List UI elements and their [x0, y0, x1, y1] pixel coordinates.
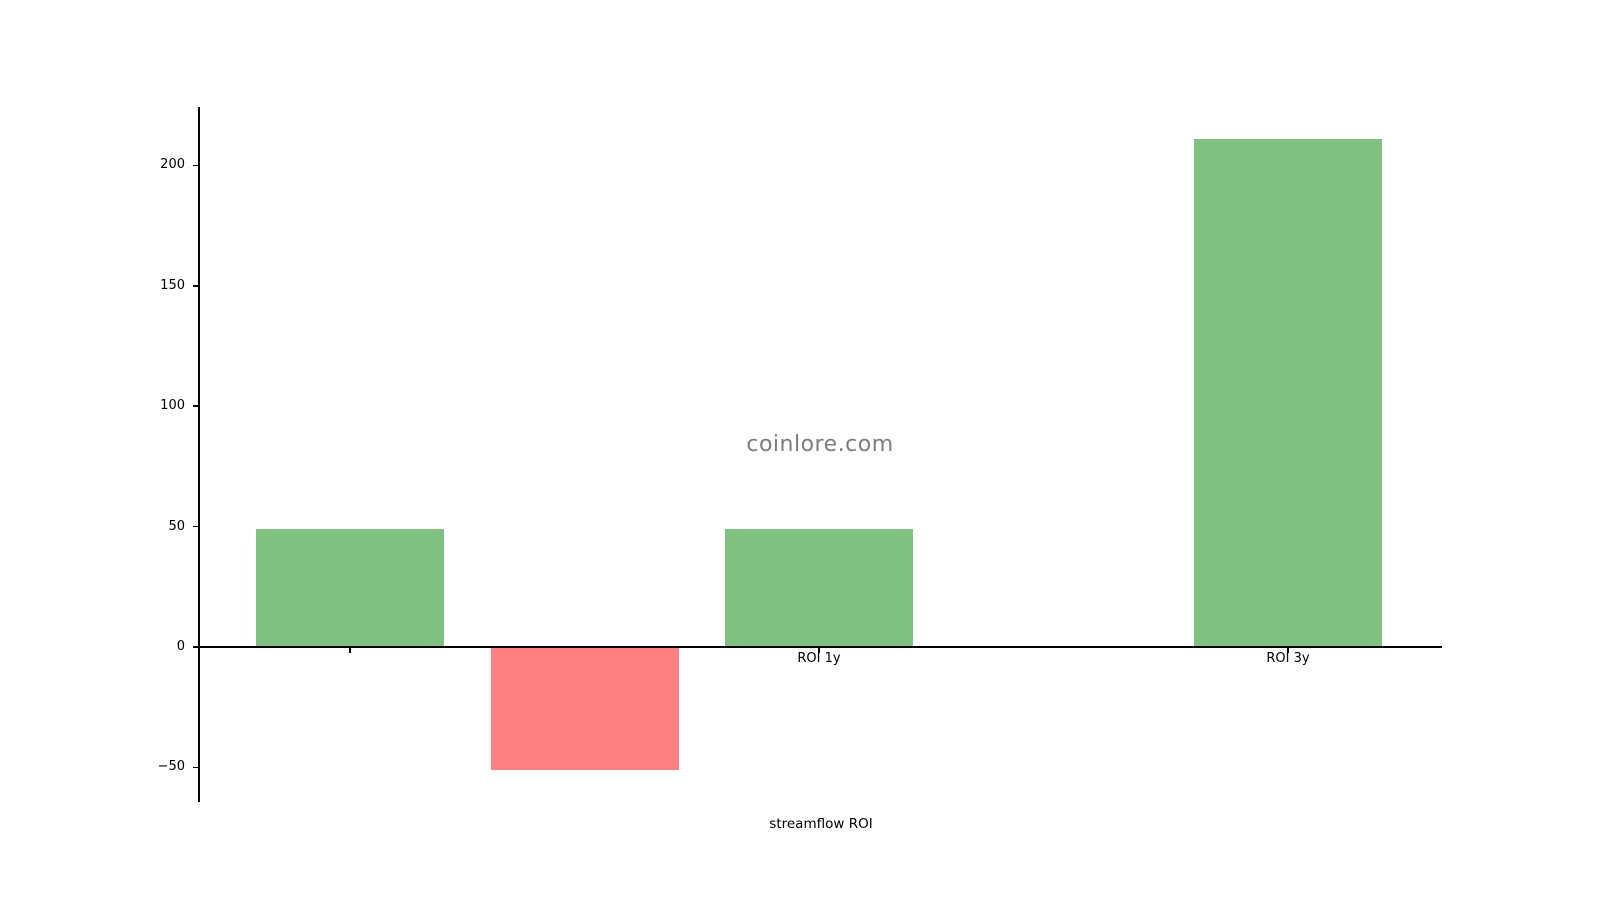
y-tick-mark	[193, 405, 199, 407]
x-tick-mark	[818, 647, 820, 653]
x-tick-label-roi-3y: ROI 3y	[1266, 651, 1310, 666]
x-axis-line	[198, 646, 1442, 648]
x-axis-title: streamflow ROI	[769, 816, 873, 832]
bar-roi-1y	[725, 529, 913, 647]
watermark-text: coinlore.com	[746, 432, 894, 457]
y-tick-label: 200	[160, 157, 185, 173]
y-tick-label: 0	[176, 639, 185, 654]
y-tick-mark	[193, 525, 199, 528]
y-tick-label: 150	[160, 277, 185, 293]
y-tick-mark	[193, 646, 199, 648]
x-tick-label-roi-1y: ROI 1y	[797, 651, 841, 666]
bar-slot-0	[256, 529, 444, 647]
x-tick-mark	[1287, 647, 1289, 653]
y-tick-mark	[193, 164, 199, 167]
y-tick-label: 50	[168, 518, 185, 534]
x-tick-mark	[349, 647, 351, 653]
y-tick-mark	[193, 285, 199, 287]
y-tick-label: 100	[160, 398, 185, 414]
bar-roi-3y	[1194, 138, 1382, 647]
y-tick-label: −50	[157, 759, 185, 775]
bar-slot-1	[490, 647, 679, 770]
y-tick-mark	[193, 766, 199, 769]
y-axis-line	[198, 107, 200, 802]
